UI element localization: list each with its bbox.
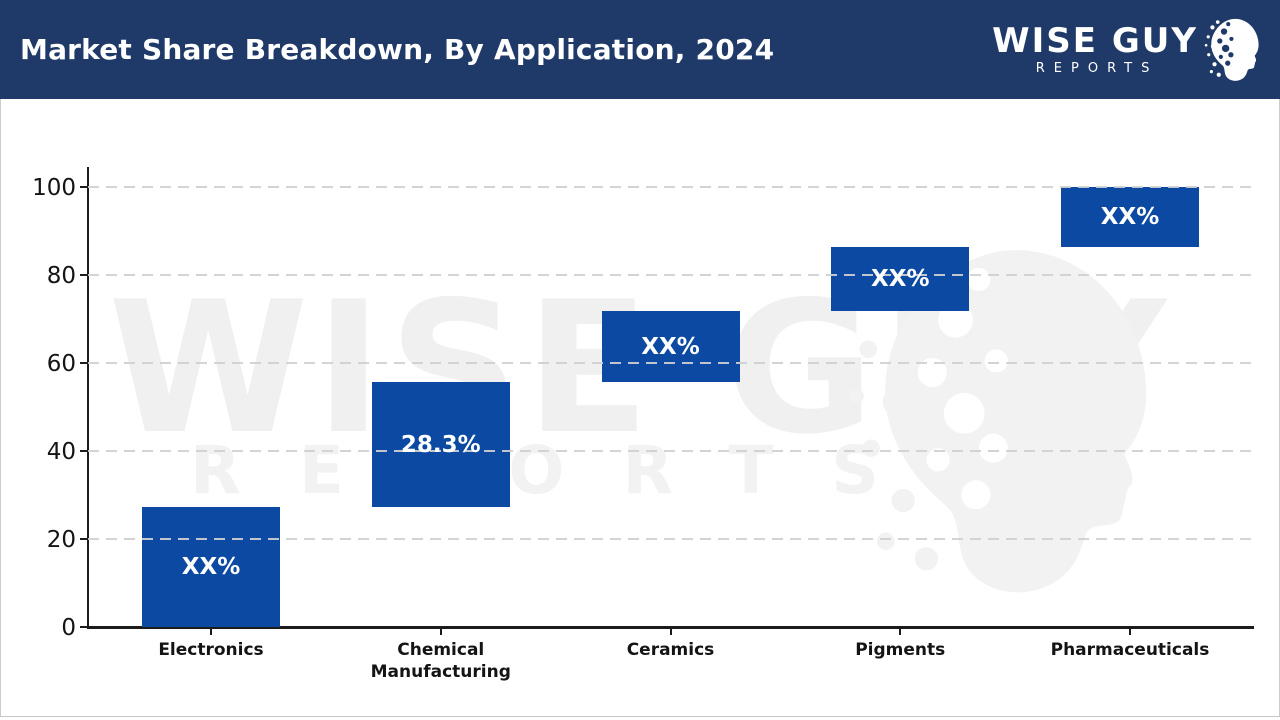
- x-tick-label: Chemical Manufacturing: [370, 640, 511, 682]
- logo-brand-name: WISE GUY: [992, 21, 1198, 61]
- bar-segment: [1061, 187, 1199, 247]
- y-axis-line: [87, 167, 89, 629]
- watermark-subtitle: REPORTS: [190, 432, 937, 509]
- bar-value-label: 28.3%: [400, 431, 481, 458]
- bar-value-label: XX%: [181, 553, 241, 580]
- logo-wordmark: WISE GUY REPORTS: [992, 24, 1198, 75]
- y-tick-label: 0: [61, 615, 76, 641]
- y-tick-label: 40: [46, 439, 76, 465]
- bar-value-label: XX%: [641, 333, 700, 360]
- chart-title: Market Share Breakdown, By Application, …: [20, 33, 775, 66]
- x-tick-label: Pharmaceuticals: [1050, 640, 1210, 660]
- bar-segment: [601, 310, 740, 383]
- y-axis-tick: [80, 538, 87, 540]
- grid-line: [88, 362, 1253, 364]
- x-axis-tick: [1129, 628, 1131, 635]
- bar-segment: [142, 506, 280, 627]
- x-axis-tick: [669, 628, 672, 635]
- y-tick-label: 100: [32, 175, 76, 201]
- brand-logo: WISE GUY REPORTS: [992, 10, 1262, 90]
- x-tick-label: Pigments: [855, 640, 946, 660]
- y-tick-label: 60: [46, 351, 76, 377]
- y-tick-label: 80: [46, 263, 76, 289]
- logo-brand-subtitle: REPORTS: [1035, 61, 1159, 76]
- y-axis-tick: [80, 450, 87, 452]
- plot-area: XX% 28.3% XX% XX% XX% 0 20 40 60 80 100 Electronics…: [0, 99, 1280, 717]
- bar-segment: [831, 246, 970, 311]
- y-axis-tick: [80, 186, 87, 188]
- bar-value-label: XX%: [870, 265, 930, 292]
- grid-line: [88, 186, 1253, 188]
- x-tick-label: Electronics: [158, 640, 264, 660]
- x-tick-label: Ceramics: [626, 640, 715, 660]
- dotted-head-profile-icon: [1204, 18, 1259, 81]
- y-axis-tick: [80, 274, 87, 276]
- grid-line: [88, 274, 1253, 276]
- bar-value-label: XX%: [1100, 203, 1160, 230]
- header-bar: Market Share Breakdown, By Application, …: [0, 0, 1280, 99]
- x-axis-tick: [210, 628, 212, 635]
- x-axis-tick: [899, 628, 902, 635]
- y-axis-tick: [80, 626, 87, 628]
- x-axis-line: [87, 626, 1254, 629]
- grid-line: [88, 538, 1253, 540]
- grid-line: [88, 450, 1253, 452]
- y-tick-label: 20: [46, 527, 76, 553]
- x-axis-tick: [439, 628, 442, 635]
- bar-segment: [371, 382, 510, 507]
- y-axis-tick: [80, 362, 87, 364]
